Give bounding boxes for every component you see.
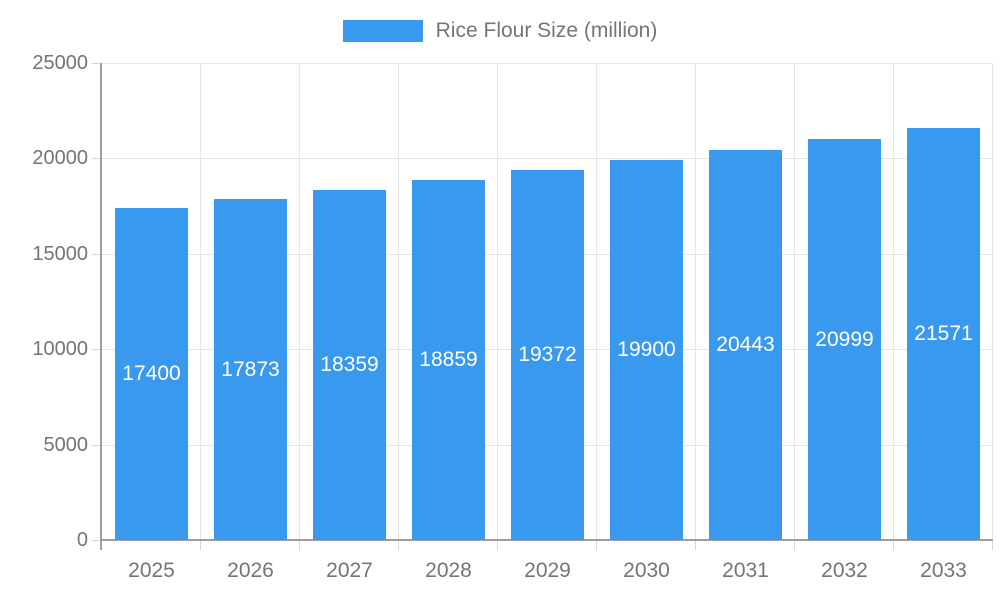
bar-value-label: 17400 bbox=[122, 362, 181, 385]
y-axis-tick-label: 15000 bbox=[32, 243, 88, 265]
x-axis-tick bbox=[992, 540, 993, 550]
x-axis-tick bbox=[200, 540, 201, 550]
bar-2030: 19900 bbox=[610, 160, 683, 540]
bar-value-label: 19900 bbox=[617, 338, 676, 361]
bar-value-label: 21571 bbox=[914, 322, 973, 345]
bar-value-label: 20999 bbox=[815, 327, 874, 351]
x-axis-label-2028: 2028 bbox=[425, 559, 472, 582]
vertical-gridline bbox=[794, 63, 795, 540]
y-axis-tick bbox=[92, 540, 100, 541]
vertical-gridline bbox=[596, 63, 597, 540]
legend[interactable]: Rice Flour Size (million) bbox=[0, 14, 1000, 48]
vertical-gridline bbox=[299, 63, 300, 540]
y-axis-tick-label: 10000 bbox=[32, 338, 88, 360]
x-axis-tick bbox=[497, 540, 498, 550]
bar-2025: 17400 bbox=[115, 208, 188, 540]
y-axis-tick-label: 5000 bbox=[43, 434, 89, 456]
x-axis-tick bbox=[794, 540, 795, 550]
x-axis-label-2033: 2033 bbox=[920, 559, 967, 582]
y-axis-tick bbox=[92, 254, 100, 255]
bar-2028: 18859 bbox=[412, 180, 485, 540]
y-axis-tick bbox=[92, 349, 100, 350]
legend-swatch-icon bbox=[342, 20, 423, 42]
vertical-gridline bbox=[497, 63, 498, 540]
x-axis-label-2026: 2026 bbox=[227, 559, 274, 582]
legend-label: Rice Flour Size (million) bbox=[435, 19, 658, 42]
bar-value-label: 19372 bbox=[518, 343, 577, 366]
x-axis-label-2027: 2027 bbox=[326, 559, 373, 582]
vertical-gridline bbox=[695, 63, 696, 540]
x-axis-label-2029: 2029 bbox=[524, 559, 571, 582]
y-axis-tick bbox=[92, 158, 100, 159]
x-axis-tick bbox=[398, 540, 399, 550]
y-axis-tick bbox=[92, 63, 100, 64]
x-axis-tick bbox=[299, 540, 300, 550]
bar-2031: 20443 bbox=[709, 150, 782, 540]
y-axis-tick-label: 20000 bbox=[32, 147, 88, 169]
vertical-gridline bbox=[992, 63, 993, 540]
bar-2033: 21571 bbox=[907, 128, 980, 540]
y-axis-tick-label: 25000 bbox=[32, 52, 88, 74]
y-axis-tick-label: 0 bbox=[76, 529, 88, 551]
bar-2032: 20999 bbox=[808, 139, 881, 540]
bar-2027: 18359 bbox=[313, 190, 386, 540]
y-axis-line bbox=[100, 63, 102, 550]
x-axis-label-2030: 2030 bbox=[623, 559, 670, 582]
bar-value-label: 18359 bbox=[320, 353, 379, 376]
x-axis-tick bbox=[596, 540, 597, 550]
x-axis-tick bbox=[893, 540, 894, 550]
bar-value-label: 17873 bbox=[221, 357, 280, 381]
x-axis-tick bbox=[695, 540, 696, 550]
horizontal-gridline bbox=[102, 158, 993, 159]
vertical-gridline bbox=[398, 63, 399, 540]
bar-2026: 17873 bbox=[214, 199, 287, 540]
x-axis-label-2032: 2032 bbox=[821, 559, 868, 582]
x-axis-label-2025: 2025 bbox=[128, 559, 175, 582]
bar-value-label: 18859 bbox=[419, 348, 478, 371]
x-axis-label-2031: 2031 bbox=[722, 559, 769, 582]
bar-value-label: 20443 bbox=[716, 333, 775, 356]
bar-2029: 19372 bbox=[511, 170, 584, 540]
horizontal-gridline bbox=[102, 63, 993, 64]
x-axis-line bbox=[102, 539, 993, 541]
y-axis-tick bbox=[92, 445, 100, 446]
vertical-gridline bbox=[893, 63, 894, 540]
vertical-gridline bbox=[200, 63, 201, 540]
